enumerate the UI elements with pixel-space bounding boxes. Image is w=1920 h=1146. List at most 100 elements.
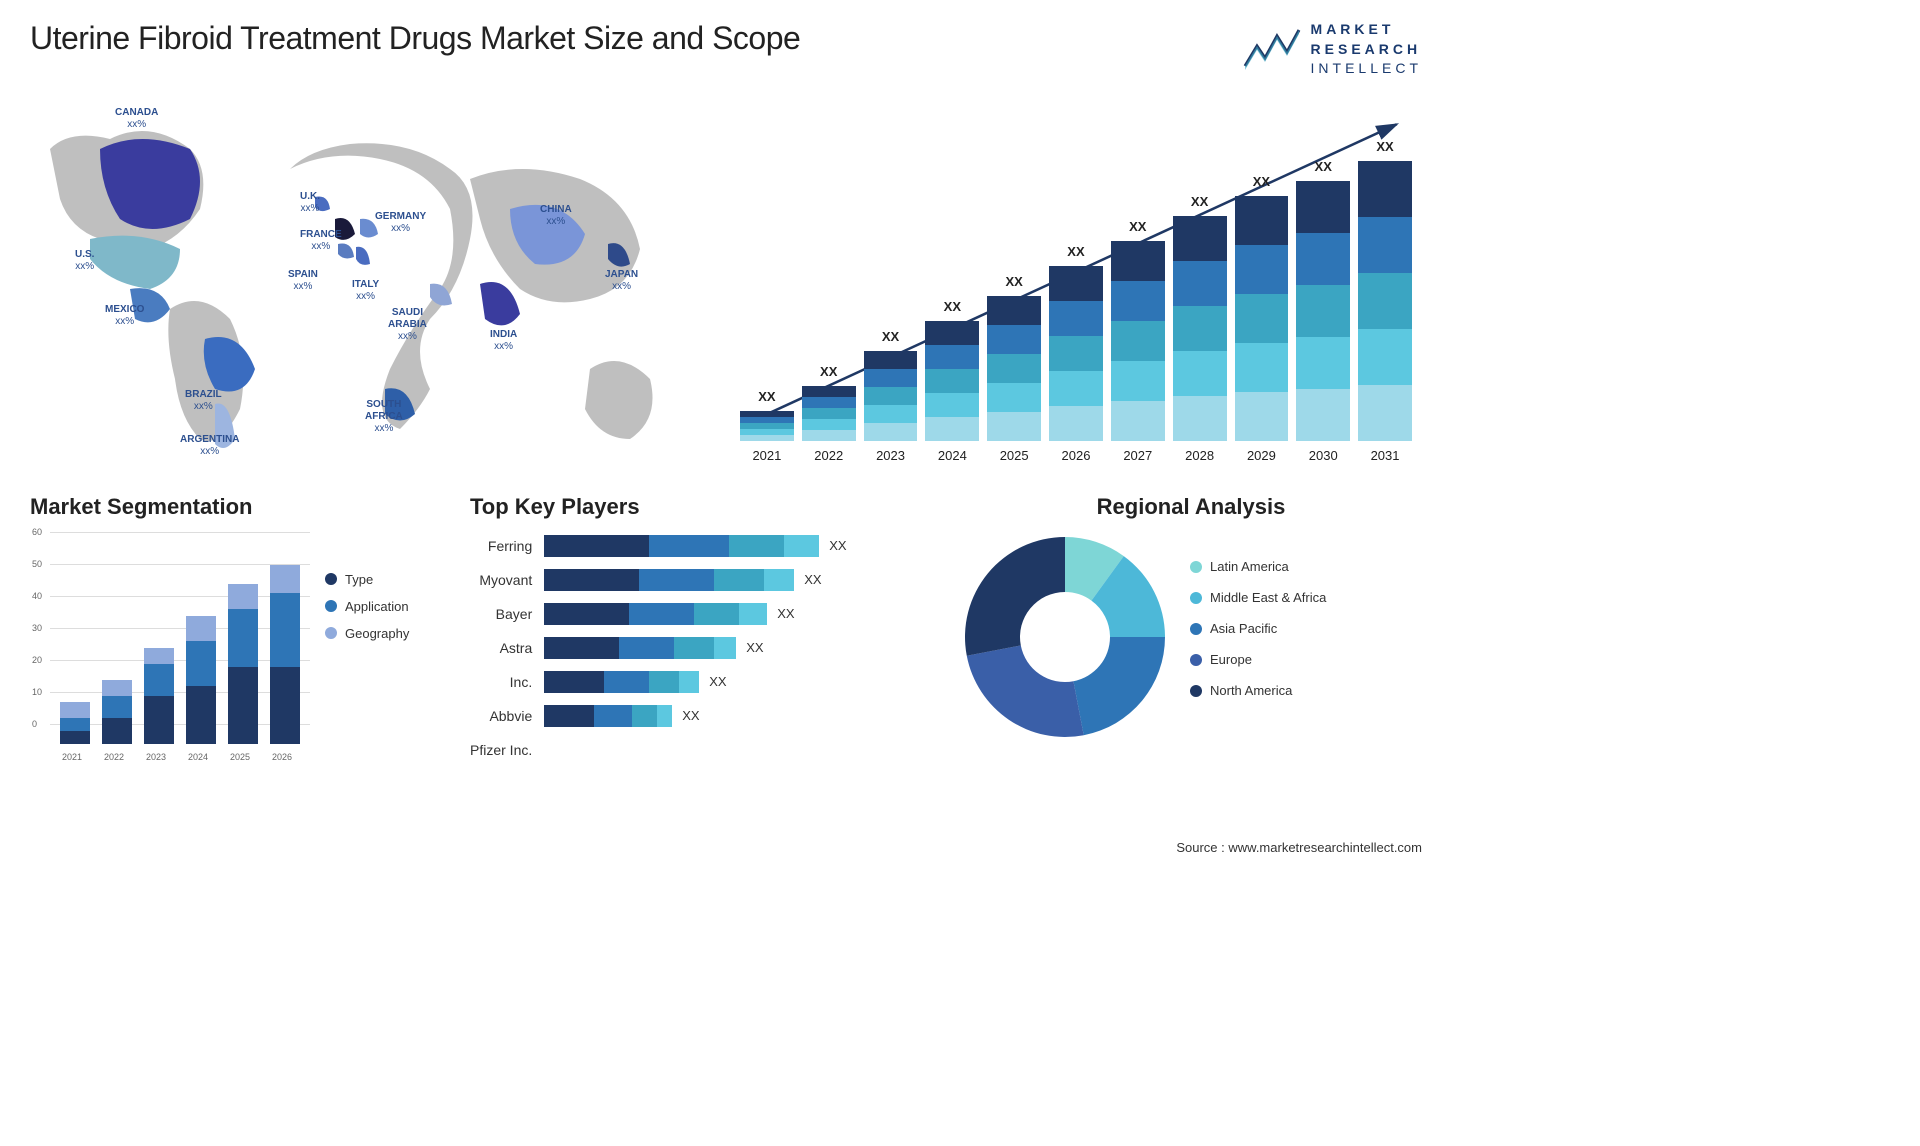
player-label: Abbvie — [470, 702, 532, 730]
forecast-year: 2030 — [1309, 448, 1338, 463]
player-bar-row: XX — [544, 566, 940, 594]
forecast-value: XX — [1191, 194, 1208, 209]
seg-year: 2024 — [188, 752, 208, 762]
players-labels: FerringMyovantBayerAstraInc.AbbviePfizer… — [470, 532, 532, 770]
seg-ytick: 0 — [32, 719, 37, 729]
forecast-year: 2022 — [814, 448, 843, 463]
seg-year: 2022 — [104, 752, 124, 762]
map-label: ARGENTINAxx% — [180, 434, 239, 458]
player-bar-row: XX — [544, 668, 940, 696]
map-label: GERMANYxx% — [375, 211, 426, 235]
segmentation-chart: 0102030405060202120222023202420252026 — [30, 532, 310, 762]
forecast-year: 2031 — [1371, 448, 1400, 463]
map-label: U.S.xx% — [75, 249, 94, 273]
forecast-year: 2028 — [1185, 448, 1214, 463]
world-map: CANADAxx% U.S.xx% MEXICOxx% BRAZILxx% ARGENT… — [30, 89, 710, 469]
legend-item: Latin America — [1190, 559, 1326, 574]
regional-legend: Latin AmericaMiddle East & AfricaAsia Pa… — [1190, 559, 1326, 714]
player-value: XX — [682, 708, 699, 723]
legend-item: North America — [1190, 683, 1326, 698]
map-label: INDIAxx% — [490, 329, 517, 353]
forecast-year: 2023 — [876, 448, 905, 463]
player-value: XX — [804, 572, 821, 587]
bottom-section: Market Segmentation 01020304050602021202… — [30, 494, 1422, 770]
seg-year: 2023 — [146, 752, 166, 762]
forecast-column: XX2021 — [740, 411, 794, 441]
forecast-column: XX2025 — [987, 296, 1041, 441]
player-bar-row: XX — [544, 532, 940, 560]
regional-title: Regional Analysis — [960, 494, 1422, 520]
forecast-value: XX — [820, 364, 837, 379]
forecast-value: XX — [1067, 244, 1084, 259]
map-label: JAPANxx% — [605, 269, 638, 293]
map-label: CHINAxx% — [540, 204, 572, 228]
seg-ytick: 30 — [32, 623, 42, 633]
donut-slice — [1073, 637, 1165, 735]
forecast-value: XX — [1253, 174, 1270, 189]
segmentation-panel: Market Segmentation 01020304050602021202… — [30, 494, 450, 770]
map-label: FRANCExx% — [300, 229, 342, 253]
players-panel: Top Key Players FerringMyovantBayerAstra… — [470, 494, 940, 770]
segmentation-legend: TypeApplicationGeography — [325, 572, 409, 653]
forecast-column: XX2031 — [1358, 161, 1412, 441]
segmentation-title: Market Segmentation — [30, 494, 450, 520]
donut-slice — [965, 537, 1065, 656]
map-label: SPAINxx% — [288, 269, 318, 293]
seg-ytick: 50 — [32, 559, 42, 569]
forecast-value: XX — [882, 329, 899, 344]
forecast-value: XX — [1129, 219, 1146, 234]
forecast-column: XX2023 — [864, 351, 918, 441]
forecast-column: XX2024 — [925, 321, 979, 441]
map-label: ITALYxx% — [352, 279, 379, 303]
seg-ytick: 60 — [32, 527, 42, 537]
seg-bar — [228, 584, 258, 744]
players-title: Top Key Players — [470, 494, 940, 520]
logo: MARKET RESEARCH INTELLECT — [1243, 20, 1422, 79]
map-label: BRAZILxx% — [185, 389, 222, 413]
forecast-value: XX — [758, 389, 775, 404]
player-bar-row: XX — [544, 634, 940, 662]
seg-year: 2021 — [62, 752, 82, 762]
forecast-year: 2021 — [752, 448, 781, 463]
donut-chart — [960, 532, 1170, 742]
legend-item: Geography — [325, 626, 409, 641]
forecast-year: 2026 — [1062, 448, 1091, 463]
player-bar-row: XX — [544, 600, 940, 628]
donut-slice — [967, 645, 1084, 737]
forecast-column: XX2030 — [1296, 181, 1350, 441]
player-label: Bayer — [470, 600, 532, 628]
seg-bar — [144, 648, 174, 744]
regional-panel: Regional Analysis Latin AmericaMiddle Ea… — [960, 494, 1422, 770]
player-value: XX — [777, 606, 794, 621]
map-label: CANADAxx% — [115, 107, 158, 131]
player-bar-row: XX — [544, 702, 940, 730]
forecast-column: XX2026 — [1049, 266, 1103, 441]
header: Uterine Fibroid Treatment Drugs Market S… — [30, 20, 1422, 79]
forecast-column: XX2029 — [1235, 196, 1289, 441]
seg-ytick: 40 — [32, 591, 42, 601]
forecast-column: XX2022 — [802, 386, 856, 441]
seg-ytick: 10 — [32, 687, 42, 697]
forecast-chart: XX2021XX2022XX2023XX2024XX2025XX2026XX20… — [730, 89, 1422, 469]
map-label: MEXICOxx% — [105, 304, 144, 328]
map-label: SAUDIARABIAxx% — [388, 307, 427, 343]
forecast-year: 2024 — [938, 448, 967, 463]
top-section: CANADAxx% U.S.xx% MEXICOxx% BRAZILxx% ARGENT… — [30, 89, 1422, 469]
player-value: XX — [709, 674, 726, 689]
seg-bar — [102, 680, 132, 744]
players-bars: XX XX XX XX XX XX — [544, 532, 940, 770]
map-label: SOUTHAFRICAxx% — [365, 399, 403, 435]
seg-bar — [270, 565, 300, 744]
page-title: Uterine Fibroid Treatment Drugs Market S… — [30, 20, 800, 57]
map-label: U.K.xx% — [300, 191, 320, 215]
legend-item: Asia Pacific — [1190, 621, 1326, 636]
logo-text: MARKET RESEARCH INTELLECT — [1311, 20, 1422, 79]
forecast-year: 2025 — [1000, 448, 1029, 463]
seg-year: 2026 — [272, 752, 292, 762]
source-text: Source : www.marketresearchintellect.com — [1176, 840, 1422, 855]
legend-item: Europe — [1190, 652, 1326, 667]
player-label: Inc. — [470, 668, 532, 696]
legend-item: Type — [325, 572, 409, 587]
forecast-column: XX2027 — [1111, 241, 1165, 441]
player-label: Astra — [470, 634, 532, 662]
